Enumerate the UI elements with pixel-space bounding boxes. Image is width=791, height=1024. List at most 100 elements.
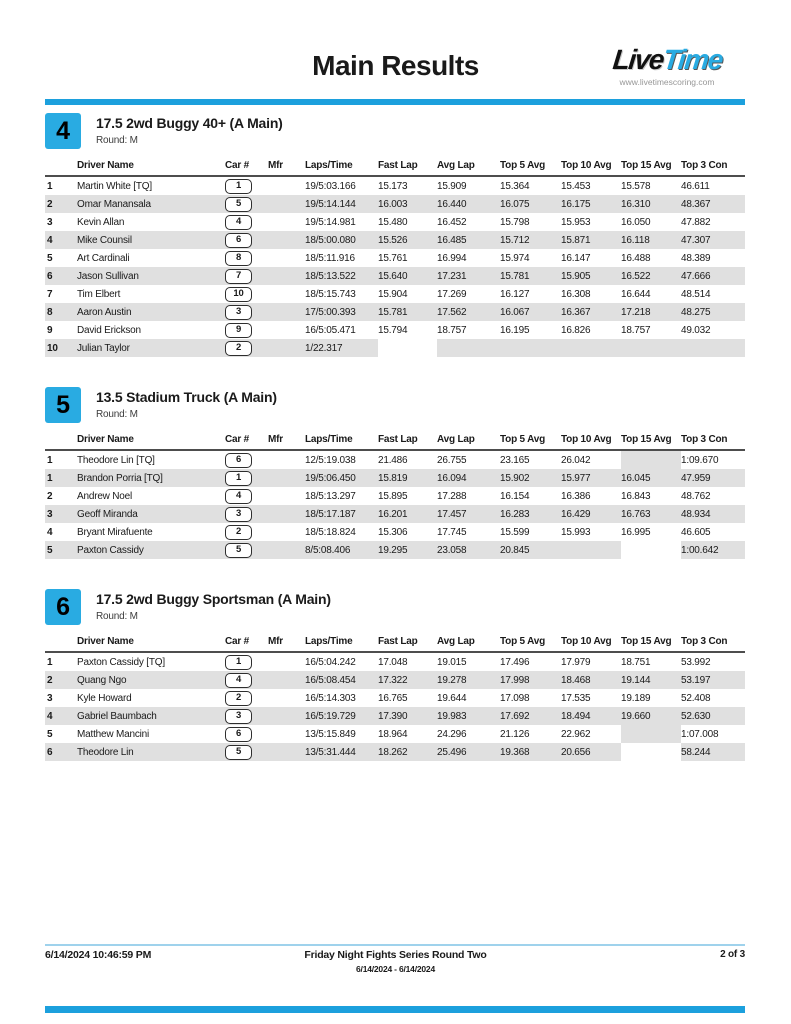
fast-lap-cell: 18.964 (378, 728, 408, 740)
top10-avg-cell: 16.308 (561, 288, 591, 300)
section-titles: 17.5 2wd Buggy Sportsman (A Main) Round: … (96, 589, 331, 622)
rank-cell: 4 (47, 526, 53, 538)
livetime-logo-text: LiveTime (611, 44, 723, 76)
top15-avg-cell: 16.644 (621, 288, 651, 300)
section-round: Round: M (96, 409, 138, 420)
section-title: 13.5 Stadium Truck (A Main) (96, 389, 277, 405)
top3-con-cell: 53.197 (681, 671, 745, 689)
fast-lap-cell: 15.794 (378, 324, 408, 336)
avg-lap-cell: 16.994 (437, 252, 467, 264)
mfr-cell (268, 249, 305, 267)
rank-cell: 1 (47, 454, 53, 466)
top15-avg-cell: 16.522 (621, 267, 681, 285)
top5-avg-cell: 16.067 (500, 303, 561, 321)
table-row: 3 Kyle Howard 2 16/5:14.303 16.765 19.644 17.0… (45, 689, 745, 707)
top3-con-cell: 52.408 (681, 692, 711, 704)
mfr-cell (268, 285, 305, 303)
laps-time-cell: 16/5:08.454 (305, 671, 378, 689)
car-number-cell: 4 (225, 671, 268, 689)
top5-avg-cell: 19.368 (500, 743, 561, 761)
top15-avg-cell: 19.144 (621, 671, 681, 689)
top15-avg-cell (621, 450, 681, 469)
table-row: 4 Mike Counsil 6 18/5:00.080 15.526 16.485 15.… (45, 231, 745, 249)
car-number-badge: 7 (225, 268, 252, 284)
mfr-cell (268, 487, 305, 505)
mfr-cell (268, 505, 305, 523)
column-header: Top 10 Avg (561, 634, 621, 653)
car-number-cell: 6 (225, 725, 268, 743)
livetime-logo: LiveTime www.livetimescoring.com (587, 44, 747, 87)
column-header: Driver Name (77, 634, 225, 653)
top10-avg-cell: 16.826 (561, 324, 591, 336)
top3-con-cell: 58.244 (681, 743, 745, 761)
footer-event-dates: 6/14/2024 - 6/14/2024 (356, 964, 435, 974)
top10-avg-cell: 22.962 (561, 728, 591, 740)
top10-avg-cell: 15.977 (561, 469, 621, 487)
fast-lap-cell: 15.819 (378, 469, 437, 487)
top15-avg-cell: 18.757 (621, 324, 651, 336)
top15-avg-cell: 16.050 (621, 216, 651, 228)
top15-avg-cell: 16.118 (621, 231, 681, 249)
top5-avg-cell: 15.712 (500, 231, 561, 249)
column-header: Car # (225, 158, 268, 177)
top5-avg-cell: 15.599 (500, 526, 530, 538)
top15-avg-cell: 17.218 (621, 303, 681, 321)
top10-avg-cell: 15.871 (561, 231, 621, 249)
results-table: Driver Name Car # Mfr Laps/Time Fast Lap Avg … (45, 158, 745, 357)
car-number-cell: 2 (225, 689, 268, 707)
section-header: 5 13.5 Stadium Truck (A Main) Round: M (45, 387, 745, 423)
section-title: 17.5 2wd Buggy Sportsman (A Main) (96, 591, 331, 607)
top10-avg-cell: 16.175 (561, 195, 621, 213)
avg-lap-cell: 17.745 (437, 526, 467, 538)
top15-avg-cell (621, 541, 681, 559)
section-number-badge: 6 (45, 589, 81, 625)
mfr-cell (268, 176, 305, 195)
rank-cell: 10 (45, 339, 77, 357)
fast-lap-cell: 16.765 (378, 692, 408, 704)
column-header: Top 15 Avg (621, 432, 681, 451)
avg-lap-cell: 17.457 (437, 505, 500, 523)
car-number-cell: 7 (225, 267, 268, 285)
driver-name-cell: Quang Ngo (77, 671, 225, 689)
footer-accent-bar (45, 1006, 745, 1013)
laps-time-cell: 19/5:06.450 (305, 469, 378, 487)
avg-lap-cell: 23.058 (437, 541, 500, 559)
fast-lap-cell: 19.295 (378, 541, 437, 559)
fast-lap-cell: 15.904 (378, 288, 408, 300)
car-number-badge: 2 (225, 524, 252, 540)
top10-avg-cell: 16.367 (561, 303, 621, 321)
top15-avg-cell (621, 339, 681, 357)
avg-lap-cell: 16.485 (437, 231, 500, 249)
driver-name-cell: Aaron Austin (77, 303, 225, 321)
column-header: Top 15 Avg (621, 634, 681, 653)
column-header: Car # (225, 634, 268, 653)
mfr-cell (268, 689, 305, 707)
driver-name-cell: Kyle Howard (77, 692, 132, 704)
column-header: Top 3 Con (681, 158, 745, 177)
section-titles: 17.5 2wd Buggy 40+ (A Main) Round: M (96, 113, 283, 146)
fast-lap-cell: 17.390 (378, 707, 437, 725)
top5-avg-cell: 21.126 (500, 728, 530, 740)
car-number-cell: 2 (225, 523, 268, 541)
top5-avg-cell: 16.154 (500, 490, 530, 502)
car-number-badge: 3 (225, 304, 252, 320)
top15-avg-cell: 16.843 (621, 490, 651, 502)
top3-con-cell: 47.666 (681, 267, 745, 285)
top3-con-cell: 48.934 (681, 505, 745, 523)
column-header (45, 634, 77, 653)
top5-avg-cell: 17.998 (500, 671, 561, 689)
top3-con-cell: 53.992 (681, 656, 711, 668)
top3-con-cell: 49.032 (681, 324, 711, 336)
top3-con-cell: 48.275 (681, 303, 745, 321)
avg-lap-cell: 15.909 (437, 180, 467, 192)
fast-lap-cell: 15.306 (378, 526, 408, 538)
results-table: Driver Name Car # Mfr Laps/Time Fast Lap Avg … (45, 432, 745, 559)
laps-time-cell: 18/5:18.824 (305, 526, 356, 538)
avg-lap-cell: 17.288 (437, 490, 467, 502)
top15-avg-cell: 16.045 (621, 469, 681, 487)
sections: 4 17.5 2wd Buggy 40+ (A Main) Round: M Driv… (45, 113, 745, 791)
column-header: Avg Lap (437, 634, 500, 653)
top15-avg-cell: 19.660 (621, 707, 681, 725)
top5-avg-cell: 17.496 (500, 656, 530, 668)
top10-avg-cell: 17.979 (561, 656, 591, 668)
